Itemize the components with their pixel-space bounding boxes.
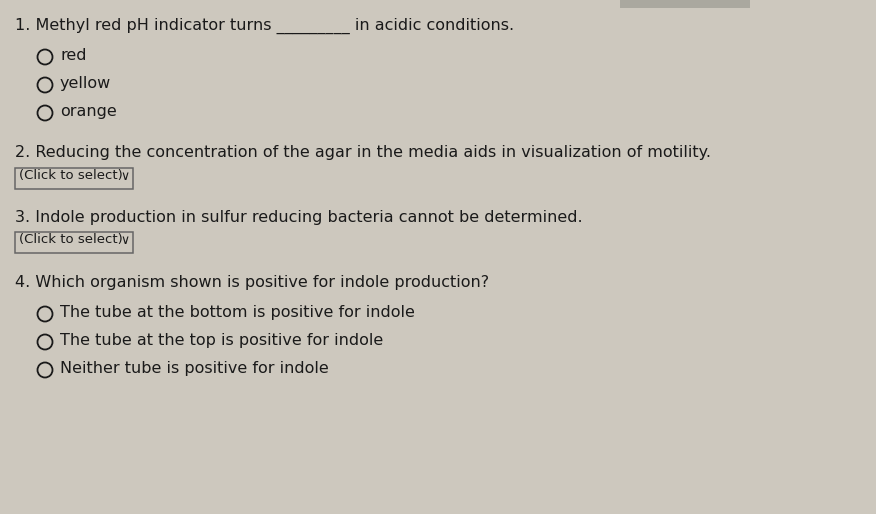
Text: red: red	[60, 48, 87, 63]
Text: (Click to select): (Click to select)	[19, 233, 123, 246]
Text: ∨: ∨	[120, 170, 129, 183]
Text: The tube at the top is positive for indole: The tube at the top is positive for indo…	[60, 333, 384, 348]
Text: 3. Indole production in sulfur reducing bacteria cannot be determined.: 3. Indole production in sulfur reducing …	[15, 210, 583, 225]
Text: (Click to select): (Click to select)	[19, 169, 123, 182]
Text: 1. Methyl red pH indicator turns _________ in acidic conditions.: 1. Methyl red pH indicator turns _______…	[15, 18, 514, 34]
Text: 4. Which organism shown is positive for indole production?: 4. Which organism shown is positive for …	[15, 275, 489, 290]
Text: yellow: yellow	[60, 76, 111, 91]
FancyBboxPatch shape	[620, 0, 750, 8]
Text: The tube at the bottom is positive for indole: The tube at the bottom is positive for i…	[60, 305, 415, 320]
Text: ∨: ∨	[120, 234, 129, 247]
Text: Neither tube is positive for indole: Neither tube is positive for indole	[60, 361, 328, 376]
FancyBboxPatch shape	[15, 232, 133, 253]
Text: 2. Reducing the concentration of the agar in the media aids in visualization of : 2. Reducing the concentration of the aga…	[15, 145, 711, 160]
FancyBboxPatch shape	[15, 168, 133, 189]
Text: orange: orange	[60, 104, 117, 119]
